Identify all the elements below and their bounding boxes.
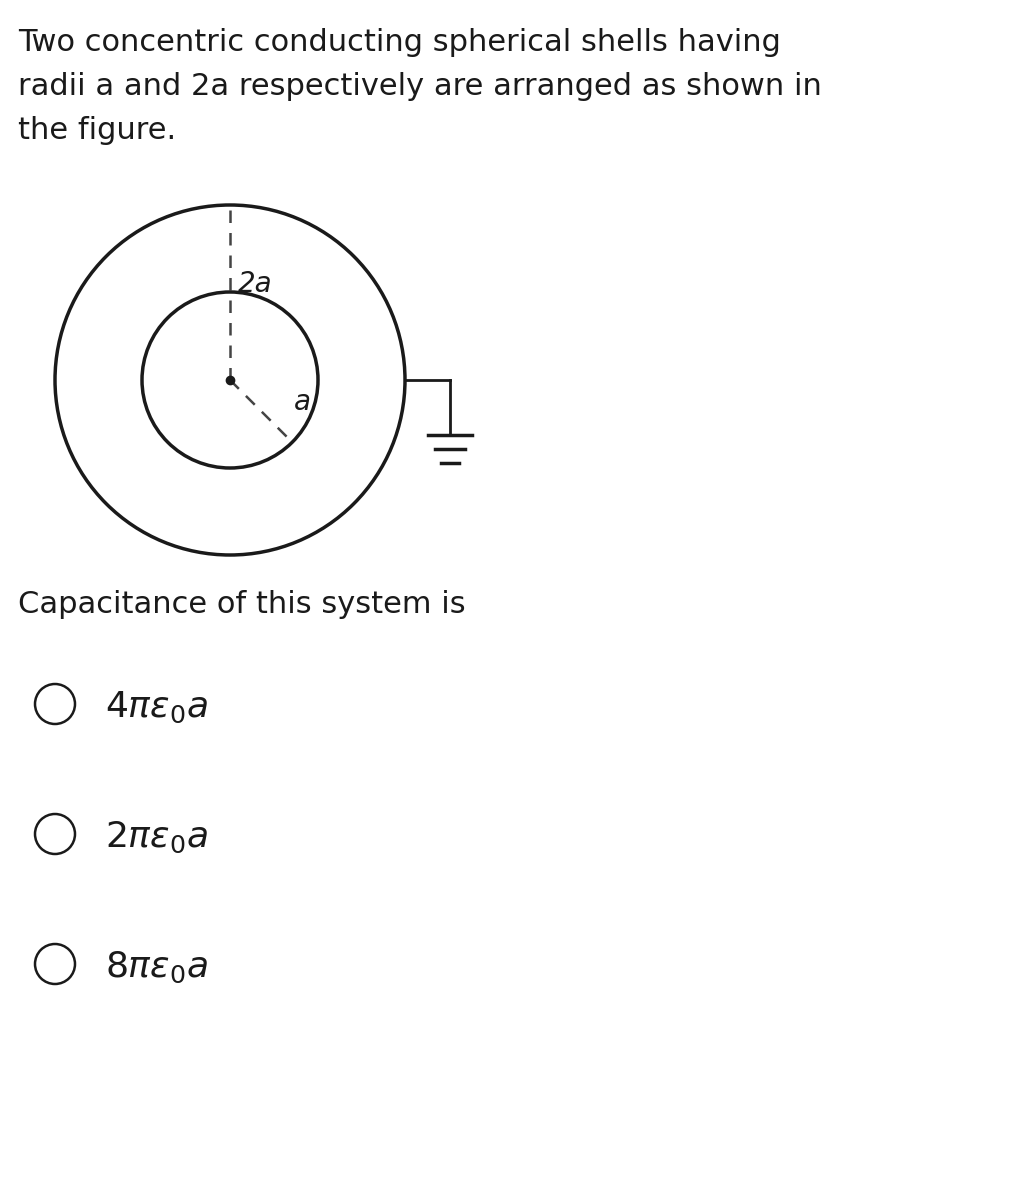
Text: Capacitance of this system is: Capacitance of this system is (18, 590, 466, 619)
Text: the figure.: the figure. (18, 116, 176, 145)
Text: radii a and 2a respectively are arranged as shown in: radii a and 2a respectively are arranged… (18, 72, 822, 102)
Text: a: a (293, 389, 310, 416)
Text: $8\pi\varepsilon_0 a$: $8\pi\varepsilon_0 a$ (105, 950, 208, 985)
Text: Two concentric conducting spherical shells having: Two concentric conducting spherical shel… (18, 28, 781, 57)
Text: $4\pi\varepsilon_0 a$: $4\pi\varepsilon_0 a$ (105, 690, 208, 725)
Text: $2\pi\varepsilon_0 a$: $2\pi\varepsilon_0 a$ (105, 820, 208, 855)
Text: 2a: 2a (238, 269, 272, 298)
